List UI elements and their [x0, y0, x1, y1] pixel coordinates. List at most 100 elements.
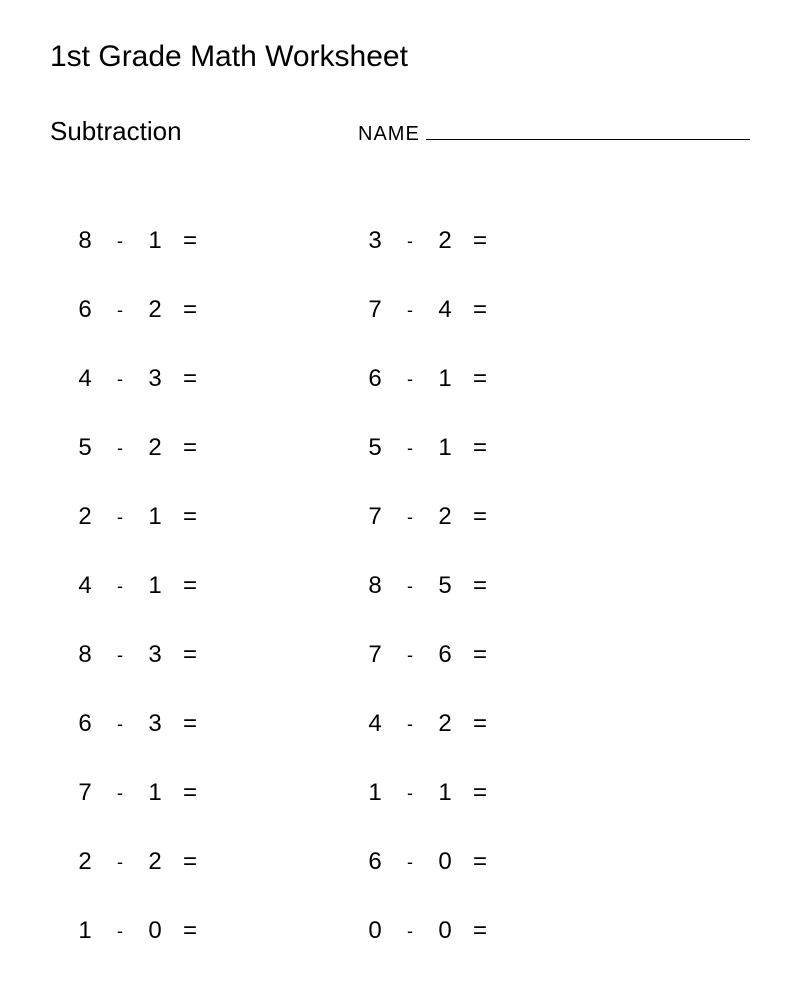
operand-b: 6 — [430, 641, 460, 669]
minus-operator: - — [100, 300, 140, 321]
page-title: 1st Grade Math Worksheet — [50, 40, 750, 74]
operand-b: 0 — [140, 917, 170, 945]
operand-b: 1 — [140, 779, 170, 807]
equals-sign: = — [170, 503, 210, 531]
problem-row: 4-3= — [70, 365, 210, 393]
operand-a: 7 — [70, 779, 100, 807]
minus-operator: - — [100, 714, 140, 735]
operand-b: 1 — [140, 572, 170, 600]
problem-row: 4-2= — [360, 710, 500, 738]
problem-row: 1-1= — [360, 779, 500, 807]
problem-row: 7-4= — [360, 296, 500, 324]
problems-column-left: 8-1=6-2=4-3=5-2=2-1=4-1=8-3=6-3=7-1=2-2=… — [70, 227, 210, 945]
equals-sign: = — [460, 365, 500, 393]
minus-operator: - — [100, 507, 140, 528]
operand-a: 4 — [70, 572, 100, 600]
header-row: Subtraction NAME — [50, 116, 750, 147]
equals-sign: = — [460, 848, 500, 876]
equals-sign: = — [170, 641, 210, 669]
problem-row: 3-2= — [360, 227, 500, 255]
problem-row: 8-3= — [70, 641, 210, 669]
problem-row: 5-1= — [360, 434, 500, 462]
operand-a: 7 — [360, 641, 390, 669]
operand-b: 1 — [430, 365, 460, 393]
operand-a: 6 — [70, 296, 100, 324]
operand-b: 2 — [430, 503, 460, 531]
equals-sign: = — [460, 641, 500, 669]
name-input-line[interactable] — [426, 120, 750, 140]
operand-b: 3 — [140, 365, 170, 393]
problem-row: 8-1= — [70, 227, 210, 255]
minus-operator: - — [390, 231, 430, 252]
operand-b: 5 — [430, 572, 460, 600]
equals-sign: = — [460, 710, 500, 738]
operand-a: 4 — [70, 365, 100, 393]
operand-a: 7 — [360, 503, 390, 531]
problem-row: 6-2= — [70, 296, 210, 324]
minus-operator: - — [390, 783, 430, 804]
minus-operator: - — [390, 714, 430, 735]
minus-operator: - — [390, 507, 430, 528]
operand-b: 1 — [140, 227, 170, 255]
equals-sign: = — [170, 848, 210, 876]
problems-container: 8-1=6-2=4-3=5-2=2-1=4-1=8-3=6-3=7-1=2-2=… — [50, 227, 750, 945]
minus-operator: - — [390, 645, 430, 666]
operand-a: 7 — [360, 296, 390, 324]
problem-row: 6-1= — [360, 365, 500, 393]
equals-sign: = — [170, 572, 210, 600]
operand-a: 8 — [70, 227, 100, 255]
operand-b: 3 — [140, 641, 170, 669]
operand-a: 0 — [360, 917, 390, 945]
minus-operator: - — [100, 438, 140, 459]
problem-row: 2-1= — [70, 503, 210, 531]
operand-b: 2 — [430, 710, 460, 738]
equals-sign: = — [170, 365, 210, 393]
minus-operator: - — [100, 783, 140, 804]
operand-a: 8 — [360, 572, 390, 600]
operand-b: 2 — [140, 296, 170, 324]
operand-a: 4 — [360, 710, 390, 738]
operand-a: 6 — [360, 848, 390, 876]
minus-operator: - — [390, 369, 430, 390]
problem-row: 6-3= — [70, 710, 210, 738]
equals-sign: = — [460, 434, 500, 462]
equals-sign: = — [460, 503, 500, 531]
operand-b: 4 — [430, 296, 460, 324]
operand-a: 2 — [70, 503, 100, 531]
problem-row: 6-0= — [360, 848, 500, 876]
operand-a: 5 — [70, 434, 100, 462]
minus-operator: - — [100, 921, 140, 942]
operand-a: 3 — [360, 227, 390, 255]
minus-operator: - — [100, 576, 140, 597]
equals-sign: = — [460, 296, 500, 324]
operand-a: 6 — [70, 710, 100, 738]
operand-a: 6 — [360, 365, 390, 393]
minus-operator: - — [100, 369, 140, 390]
operand-b: 1 — [140, 503, 170, 531]
problem-row: 4-1= — [70, 572, 210, 600]
equals-sign: = — [170, 917, 210, 945]
minus-operator: - — [390, 576, 430, 597]
operand-b: 1 — [430, 779, 460, 807]
problem-row: 1-0= — [70, 917, 210, 945]
operand-a: 2 — [70, 848, 100, 876]
operand-a: 1 — [360, 779, 390, 807]
equals-sign: = — [170, 227, 210, 255]
equals-sign: = — [170, 710, 210, 738]
minus-operator: - — [100, 852, 140, 873]
problem-row: 7-1= — [70, 779, 210, 807]
operand-b: 2 — [140, 848, 170, 876]
minus-operator: - — [100, 231, 140, 252]
equals-sign: = — [170, 434, 210, 462]
equals-sign: = — [460, 779, 500, 807]
problem-row: 2-2= — [70, 848, 210, 876]
operand-b: 0 — [430, 848, 460, 876]
operand-a: 1 — [70, 917, 100, 945]
operand-b: 0 — [430, 917, 460, 945]
problem-row: 5-2= — [70, 434, 210, 462]
name-label: NAME — [358, 123, 420, 146]
minus-operator: - — [100, 645, 140, 666]
equals-sign: = — [460, 572, 500, 600]
subtitle: Subtraction — [50, 116, 358, 147]
minus-operator: - — [390, 300, 430, 321]
